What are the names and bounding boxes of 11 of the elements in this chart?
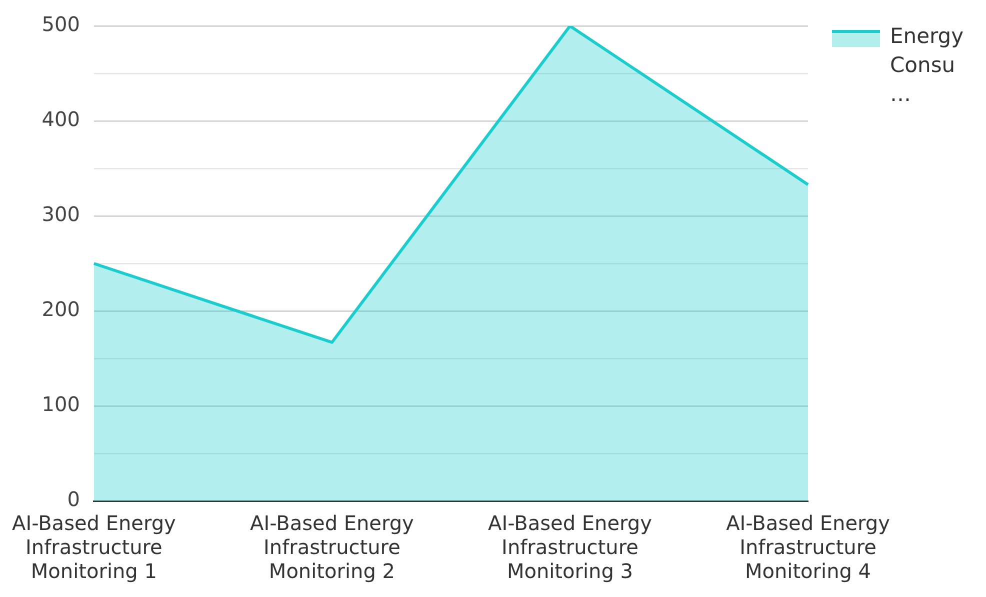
y-tick-label: 300: [42, 202, 80, 226]
y-tick-label: 100: [42, 392, 80, 416]
x-tick-label: AI-Based Energy Infrastructure Monitoring 4: [726, 511, 890, 584]
y-tick-label: 200: [42, 297, 80, 322]
legend-label: Energy Consu…: [890, 23, 965, 108]
y-tick-label: 0: [67, 487, 80, 512]
x-tick-label: AI-Based Energy Infrastructure Monitoring 2: [250, 511, 414, 584]
x-tick-label: AI-Based Energy Infrastructure Monitoring 3: [488, 511, 652, 584]
x-tick-label: AI-Based Energy Infrastructure Monitoring 1: [12, 511, 176, 584]
y-tick-label: 400: [42, 107, 80, 132]
y-tick-label: 500: [42, 12, 80, 36]
